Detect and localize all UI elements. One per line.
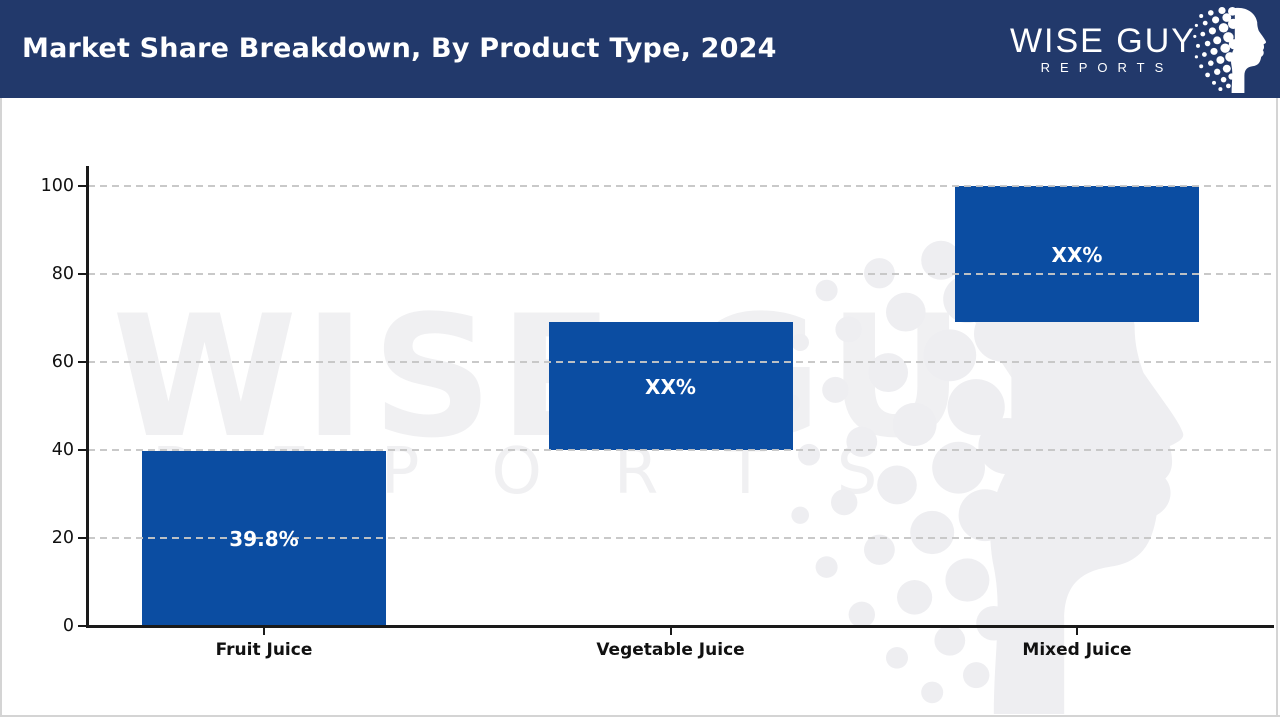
- header-bar: Market Share Breakdown, By Product Type,…: [0, 0, 1280, 98]
- x-axis: [86, 625, 1274, 628]
- y-tick-0: [78, 625, 88, 627]
- y-tick-40: [78, 449, 88, 451]
- category-label-fruit-juice: Fruit Juice: [215, 640, 313, 660]
- y-tick-label-80: 80: [51, 264, 74, 284]
- bar-value-label-fruit-juice: 39.8%: [229, 527, 299, 552]
- y-tick-label-0: 0: [62, 616, 74, 636]
- wiseguy-logo: WISE GUY REPORTS: [1010, 5, 1270, 93]
- y-tick-label-60: 60: [51, 352, 74, 372]
- chart-title: Market Share Breakdown, By Product Type,…: [22, 33, 777, 64]
- category-label-vegetable-juice: Vegetable Juice: [596, 640, 745, 660]
- y-tick-100: [78, 185, 88, 187]
- x-tick-vegetable-juice: [669, 627, 672, 635]
- logo-subtext: REPORTS: [1040, 60, 1174, 75]
- category-label-mixed-juice: Mixed Juice: [1022, 640, 1132, 660]
- bar-mixed-juice: [955, 186, 1199, 323]
- logo-wordmark: WISE GUY: [1009, 22, 1196, 60]
- bar-vegetable-juice: [548, 322, 793, 450]
- right-hairline: [1276, 98, 1278, 717]
- gridline-20: [88, 537, 1274, 539]
- chart-plot-area: 39.8% XX% XX% 0 20 40 60 80 100 Fruit Juice Vegeta…: [0, 98, 1280, 720]
- x-tick-fruit-juice: [263, 627, 265, 635]
- logo-text: WISE GUY REPORTS: [1010, 23, 1196, 75]
- gridline-40: [88, 449, 1274, 451]
- y-tick-80: [78, 273, 88, 275]
- y-tick-label-20: 20: [51, 528, 74, 548]
- y-tick-label-100: 100: [40, 176, 74, 196]
- y-tick-20: [78, 537, 88, 539]
- gridline-60: [88, 361, 1274, 363]
- gridline-100: [88, 185, 1274, 187]
- y-axis: [86, 166, 89, 628]
- logo-face-icon: [1193, 6, 1267, 93]
- y-tick-60: [78, 361, 88, 363]
- bar-value-label-mixed-juice: XX%: [1051, 243, 1103, 268]
- bottom-hairline: [0, 715, 1280, 717]
- gridline-80: [88, 273, 1274, 275]
- x-tick-mixed-juice: [1076, 627, 1078, 635]
- y-tick-label-40: 40: [51, 440, 74, 460]
- bar-value-label-vegetable-juice: XX%: [645, 375, 696, 400]
- left-hairline: [0, 98, 2, 717]
